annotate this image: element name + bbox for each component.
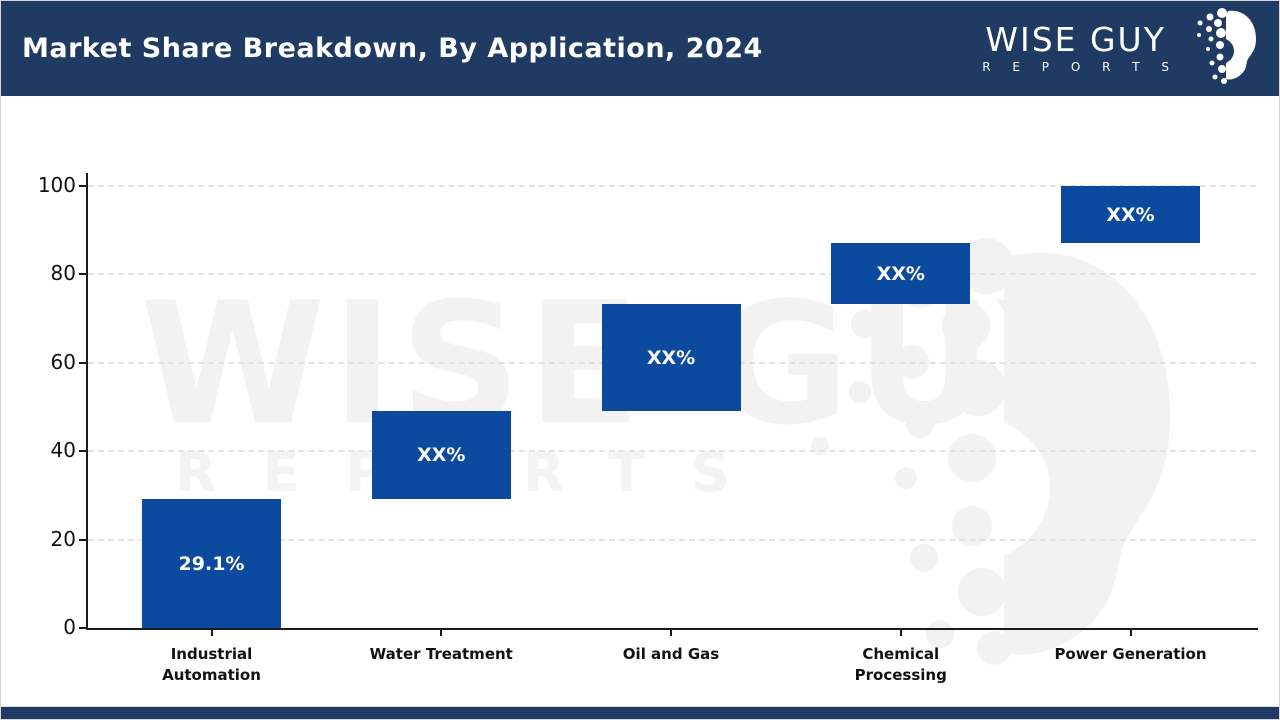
x-category-label: Power Generation xyxy=(1016,644,1246,665)
y-tick-label: 80 xyxy=(50,261,76,286)
x-tick-mark xyxy=(899,630,902,636)
x-category-label-line: Industrial xyxy=(170,645,253,663)
x-tick-mark xyxy=(440,630,443,636)
y-tick-label: 100 xyxy=(37,173,76,197)
bar-value-label: XX% xyxy=(417,444,466,467)
brand-logo-text: WISE GUY R E P O R T S xyxy=(973,23,1178,73)
y-tick-mark xyxy=(79,627,88,629)
x-tick-mark xyxy=(670,630,672,636)
y-tick-label: 0 xyxy=(63,615,76,639)
bar-value-label: XX% xyxy=(1106,203,1155,226)
y-tick-mark xyxy=(79,361,88,364)
x-category-label-line: Power Generation xyxy=(1054,645,1207,663)
header-bar: Market Share Breakdown, By Application, … xyxy=(0,0,1280,96)
page-title: Market Share Breakdown, By Application, … xyxy=(22,32,763,64)
y-tick-mark xyxy=(79,538,88,541)
x-category-label-line: Water Treatment xyxy=(369,645,513,663)
x-axis-line xyxy=(86,628,1258,630)
y-tick-mark xyxy=(79,450,88,453)
bar-value-label: XX% xyxy=(876,262,925,285)
y-tick-label: 40 xyxy=(50,438,76,463)
waterfall-bar: XX% xyxy=(371,411,511,500)
y-axis-line xyxy=(86,172,88,630)
waterfall-bar: 29.1% xyxy=(142,499,281,628)
y-gridline xyxy=(88,273,1256,276)
y-gridline xyxy=(88,185,1256,187)
x-category-label-line: Automation xyxy=(162,666,261,684)
y-tick-label: 60 xyxy=(50,349,76,374)
x-tick-mark xyxy=(210,630,213,636)
waterfall-bar: XX% xyxy=(1061,186,1200,244)
brand-logo: WISE GUY R E P O R T S xyxy=(973,5,1258,91)
x-category-label: Industrial Automation xyxy=(97,644,327,686)
y-gridline xyxy=(88,450,1256,453)
brand-subname: R E P O R T S xyxy=(982,60,1178,74)
y-gridline xyxy=(88,538,1256,541)
footer-bar xyxy=(0,706,1280,720)
x-category-label-line: Processing xyxy=(854,666,947,684)
x-category-label: Oil and Gas xyxy=(556,644,786,665)
brand-name: WISE GUY xyxy=(985,20,1166,59)
y-tick-mark xyxy=(79,273,88,276)
x-category-label: Chemical Processing xyxy=(786,644,1016,686)
x-category-label-line: Chemical xyxy=(862,645,940,663)
waterfall-bar: XX% xyxy=(601,304,741,412)
x-tick-mark xyxy=(1129,630,1132,636)
y-tick-mark xyxy=(79,185,88,187)
bar-value-label: 29.1% xyxy=(178,552,245,575)
x-category-label: Water Treatment xyxy=(326,644,556,665)
brand-head-icon xyxy=(1184,5,1258,91)
watermark-head-icon xyxy=(760,196,1180,680)
x-category-label-line: Oil and Gas xyxy=(622,645,720,663)
bar-value-label: XX% xyxy=(646,346,696,369)
y-tick-label: 20 xyxy=(50,526,76,551)
waterfall-bar: XX% xyxy=(831,243,971,304)
